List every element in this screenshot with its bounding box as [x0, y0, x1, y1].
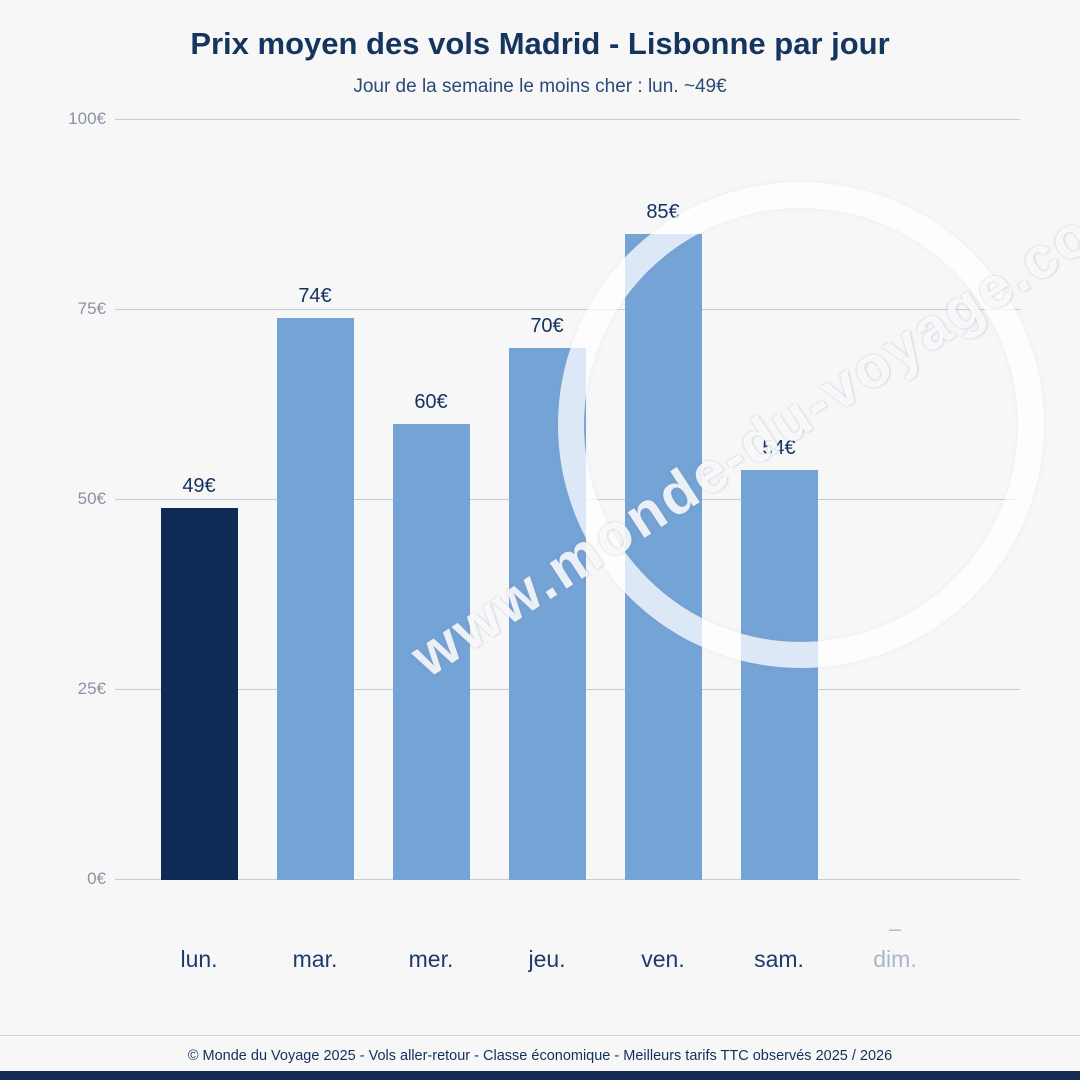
y-tick-label: 100€ [68, 109, 106, 128]
chart-title: Prix moyen des vols Madrid - Lisbonne pa… [190, 26, 890, 61]
x-axis-label: jeu. [528, 946, 566, 972]
bars-layer: 49€ 74€ 60€ 70€ 85€ 54€ [141, 120, 953, 880]
bar-column: 49€ [141, 120, 257, 880]
x-axis-column: – dim. [837, 918, 953, 973]
bar-column: 60€ [373, 120, 489, 880]
footer-divider [0, 1035, 1080, 1036]
no-data-dash: – [888, 916, 902, 941]
y-tick-label: 75€ [77, 299, 106, 318]
x-axis-column: lun. [141, 918, 257, 973]
bar [276, 317, 354, 880]
bar-column [837, 120, 953, 880]
x-axis-label: mer. [408, 946, 454, 972]
y-tick-label: 25€ [77, 679, 106, 698]
bar-value-label: 54€ [762, 436, 796, 459]
footer-accent-bar [0, 1071, 1080, 1080]
bar-value-label: 49€ [182, 474, 216, 497]
bar-column: 70€ [489, 120, 605, 880]
x-axis-label: lun. [180, 946, 218, 972]
x-axis-column: mar. [257, 918, 373, 973]
gridline [115, 119, 1020, 120]
x-axis-labels: lun. mar. mer. jeu. ven. sam. – dim. [141, 918, 953, 973]
y-tick-label: 0€ [87, 869, 106, 888]
bar-column: 54€ [721, 120, 837, 880]
bar [740, 469, 818, 880]
plot-area: 0€ 25€ 50€ 75€ 100€ 49€ 74€ 60€ 70€ 85€ 54€ [68, 109, 1020, 888]
bar-column: 74€ [257, 120, 373, 880]
bar [624, 234, 702, 880]
x-axis-column: mer. [373, 918, 489, 973]
y-tick-label: 50€ [77, 489, 106, 508]
bar-column: 85€ [605, 120, 721, 880]
x-axis-label: sam. [754, 946, 804, 972]
x-axis-column: ven. [605, 918, 721, 973]
bar [508, 348, 586, 880]
x-axis-column: sam. [721, 918, 837, 973]
bar-value-label: 70€ [530, 315, 564, 337]
bar-value-label: 85€ [646, 201, 680, 223]
x-axis-column: jeu. [489, 918, 605, 973]
x-axis-label: ven. [641, 946, 685, 972]
x-axis-label: mar. [292, 946, 338, 972]
bar-value-label: 60€ [414, 391, 448, 413]
chart-subtitle: Jour de la semaine le moins cher : lun. … [353, 76, 727, 97]
bar [160, 507, 238, 880]
footer-text: © Monde du Voyage 2025 - Vols aller-reto… [187, 1048, 893, 1064]
bar-value-label: 74€ [298, 284, 332, 307]
bar [392, 424, 470, 880]
x-axis-label: dim. [873, 946, 917, 972]
